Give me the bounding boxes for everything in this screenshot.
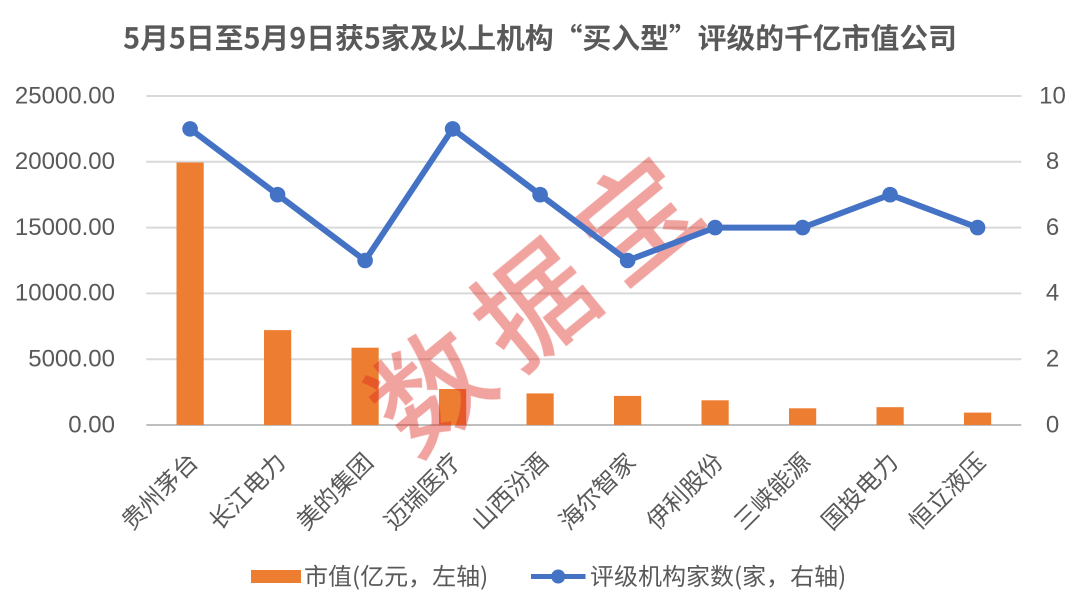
- svg-text:20000.00: 20000.00: [15, 148, 115, 175]
- svg-text:15000.00: 15000.00: [15, 214, 115, 241]
- svg-text:4: 4: [1046, 280, 1059, 307]
- svg-text:6: 6: [1046, 214, 1059, 241]
- svg-text:0: 0: [1046, 411, 1059, 438]
- svg-text:10: 10: [1039, 82, 1066, 109]
- svg-text:0.00: 0.00: [68, 411, 115, 438]
- svg-text:25000.00: 25000.00: [15, 82, 115, 109]
- svg-text:2: 2: [1046, 346, 1059, 373]
- svg-text:5000.00: 5000.00: [28, 346, 115, 373]
- svg-text:8: 8: [1046, 148, 1059, 175]
- svg-text:10000.00: 10000.00: [15, 280, 115, 307]
